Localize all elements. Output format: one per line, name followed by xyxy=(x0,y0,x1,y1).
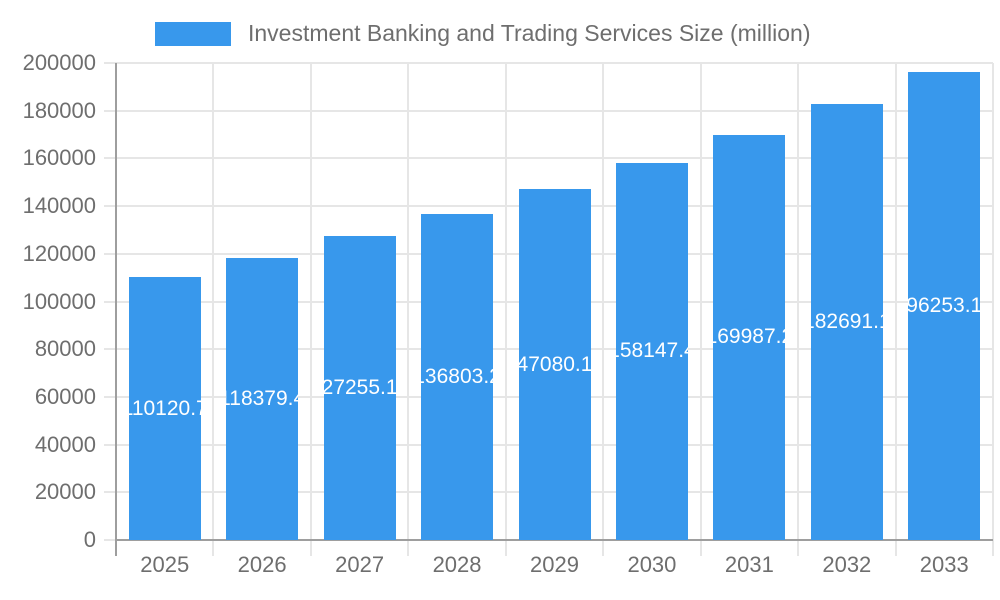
y-axis-label: 200000 xyxy=(22,50,96,75)
y-axis-label: 100000 xyxy=(22,288,96,314)
y-gridline xyxy=(104,109,993,112)
x-axis-label-2025: 2025 xyxy=(140,552,190,577)
bar-2030[interactable]: 158147.4 xyxy=(615,162,688,540)
y-axis-label: 40000 xyxy=(34,431,96,457)
x-gridline xyxy=(894,63,897,556)
x-gridline xyxy=(699,63,702,556)
y-axis-label: 60000 xyxy=(34,383,96,409)
y-axis-label: 80000 xyxy=(34,336,96,362)
x-axis-label-2032: 2032 xyxy=(822,552,872,577)
bar-value-label: 169987.2 xyxy=(713,325,785,349)
bar-value-label: 196253.17 xyxy=(908,293,981,317)
bar-2029[interactable]: 147080.14 xyxy=(518,189,591,540)
x-gridline xyxy=(309,63,312,556)
y-axis-label: 160000 xyxy=(22,145,96,171)
x-axis-label-2030: 2030 xyxy=(627,552,677,577)
x-gridline xyxy=(797,63,800,556)
bar-2026[interactable]: 118379.4 xyxy=(226,257,299,540)
bar-value-label: 118379.4 xyxy=(226,386,298,410)
bar-value-label: 136803.2 xyxy=(421,364,493,388)
bar-value-label: 147080.14 xyxy=(518,352,591,376)
y-axis-line xyxy=(115,63,117,556)
legend-swatch xyxy=(155,21,231,46)
y-axis-label: 120000 xyxy=(22,240,96,266)
y-axis-label: 180000 xyxy=(22,97,96,123)
x-gridline xyxy=(992,63,994,556)
y-axis-label: 140000 xyxy=(22,193,96,219)
bar-2031[interactable]: 169987.2 xyxy=(713,134,786,540)
x-axis-line xyxy=(115,539,993,541)
bar-2033[interactable]: 196253.17 xyxy=(908,71,981,540)
x-axis-label-2027: 2027 xyxy=(335,552,385,577)
bar-2025[interactable]: 110120.7 xyxy=(128,277,201,540)
chart-title: Investment Banking and Trading Services … xyxy=(248,20,811,46)
y-axis-label: 0 xyxy=(83,527,96,552)
bar-2028[interactable]: 136803.2 xyxy=(421,213,494,540)
x-axis-label-2028: 2028 xyxy=(432,552,482,577)
x-gridline xyxy=(407,63,410,556)
y-axis-label: 20000 xyxy=(34,479,96,505)
x-gridline xyxy=(602,63,605,556)
bar-2027[interactable]: 127255.13 xyxy=(323,236,396,540)
x-axis-label-2026: 2026 xyxy=(237,552,287,577)
bar-value-label: 158147.4 xyxy=(616,339,688,363)
x-axis-label-2031: 2031 xyxy=(724,552,774,577)
chart-legend: Investment Banking and Trading Services … xyxy=(155,20,810,47)
bar-value-label: 110120.7 xyxy=(129,396,201,420)
x-gridline xyxy=(504,63,507,556)
y-gridline xyxy=(104,62,993,64)
x-gridline xyxy=(212,63,215,556)
bar-value-label: 127255.13 xyxy=(323,376,396,400)
y-gridline xyxy=(104,157,993,160)
x-axis-label-2033: 2033 xyxy=(919,552,969,577)
x-axis-label-2029: 2029 xyxy=(530,552,579,577)
